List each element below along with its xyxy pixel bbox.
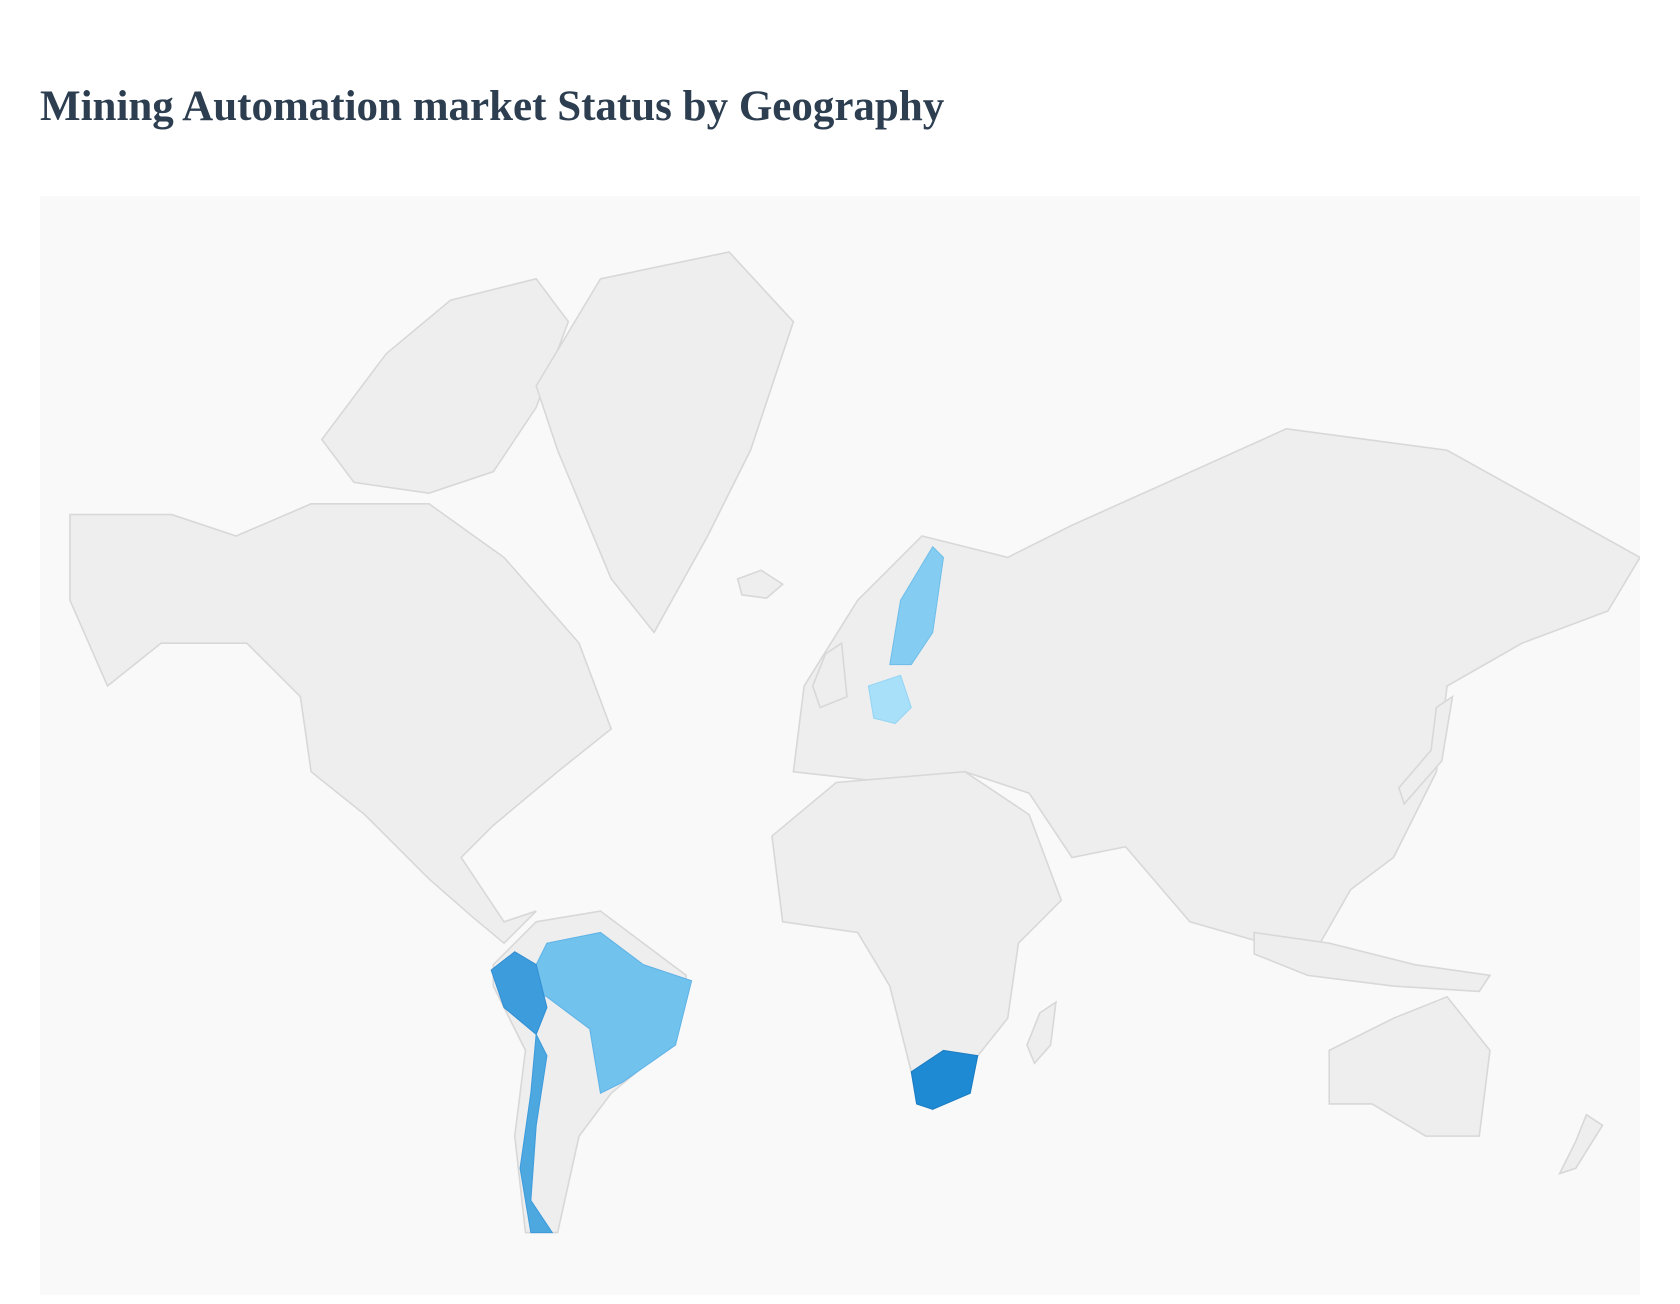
region-sweden xyxy=(889,545,944,666)
iceland xyxy=(736,569,784,599)
world-map xyxy=(40,196,1640,1295)
australia xyxy=(1328,995,1491,1137)
greenland xyxy=(535,251,795,634)
region-south-africa xyxy=(910,1049,979,1110)
page-title: Mining Automation market Status by Geogr… xyxy=(40,83,945,130)
madagascar xyxy=(1026,1000,1057,1065)
north-america xyxy=(69,503,613,945)
highlighted-regions xyxy=(490,545,979,1234)
indonesia xyxy=(1253,931,1492,993)
region-chile xyxy=(519,1032,554,1234)
region-peru xyxy=(490,951,548,1036)
new-zealand xyxy=(1558,1113,1604,1176)
japan xyxy=(1397,695,1454,806)
britain xyxy=(811,641,848,709)
africa xyxy=(771,770,1063,1111)
region-brazil xyxy=(524,931,693,1095)
region-germany xyxy=(867,674,912,725)
